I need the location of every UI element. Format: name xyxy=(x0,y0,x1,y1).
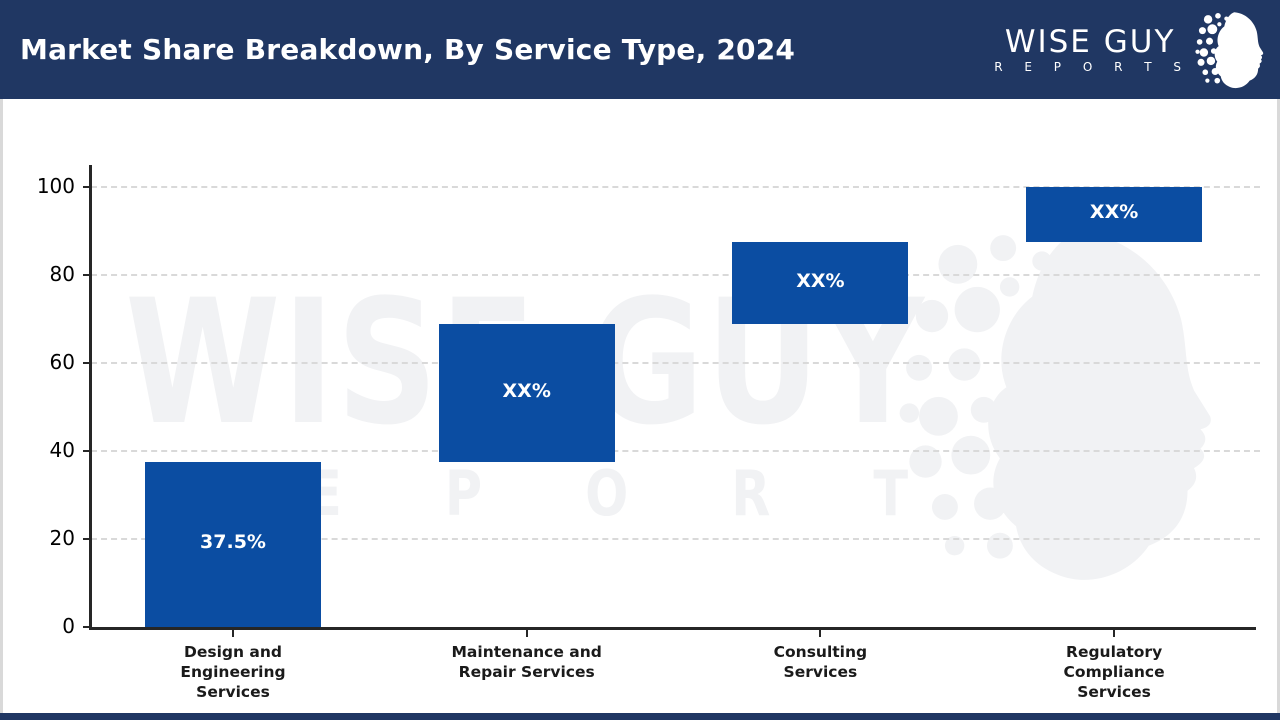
y-tick-label: 60 xyxy=(49,349,75,374)
x-tick-mark xyxy=(525,629,528,637)
y-tick-mark xyxy=(83,361,91,364)
bar-value-label: XX% xyxy=(1089,201,1139,224)
gridline xyxy=(91,361,1260,364)
bar-value-label: XX% xyxy=(502,379,551,402)
y-tick-mark xyxy=(83,626,91,628)
y-tick-label: 0 xyxy=(62,614,75,638)
header: Market Share Breakdown, By Service Type,… xyxy=(0,0,1280,99)
chart-area: WISE GUY R E P O R T S 0 20 40 60 80 100 37.5%… xyxy=(0,99,1280,713)
brand-head-icon xyxy=(1195,12,1264,89)
category-label-design-and-engineering-services: Design and Engineering Services xyxy=(180,643,286,701)
y-tick-mark xyxy=(83,537,91,540)
bar-value-label: XX% xyxy=(796,269,845,292)
y-tick-label: 100 xyxy=(36,173,75,198)
x-axis-line xyxy=(89,627,1256,630)
bar-maintenance-and-repair-services: XX% xyxy=(438,324,615,462)
y-axis-line xyxy=(89,165,92,629)
category-label-consulting-services: Consulting Services xyxy=(773,643,868,681)
y-tick-label: 80 xyxy=(49,261,75,286)
page-title: Market Share Breakdown, By Service Type,… xyxy=(20,33,796,66)
gridline xyxy=(91,449,1260,452)
logo-wordmark: WISE GUY xyxy=(1004,23,1176,60)
bar-design-and-engineering-services: 37.5% xyxy=(145,461,321,627)
y-tick-label: 40 xyxy=(49,437,75,462)
x-tick-mark xyxy=(232,629,234,637)
bar-value-label: 37.5% xyxy=(200,531,266,554)
logo-subtitle: R E P O R T S xyxy=(994,60,1190,75)
footer-bar xyxy=(0,713,1280,720)
gridline xyxy=(91,537,1260,540)
gridline xyxy=(91,273,1260,276)
brand-logo-text: WISE GUY R E P O R T S xyxy=(990,26,1190,75)
brand-logo: WISE GUY R E P O R T S xyxy=(990,6,1268,94)
y-tick-label: 20 xyxy=(49,525,75,550)
y-tick-mark xyxy=(83,273,91,276)
x-tick-mark xyxy=(819,629,822,637)
bar-consulting-services: XX% xyxy=(732,241,909,325)
category-label-regulatory-compliance-services: Regulatory Compliance Services xyxy=(1063,643,1165,701)
x-tick-mark xyxy=(1113,629,1116,637)
category-label-maintenance-and-repair-services: Maintenance and Repair Services xyxy=(451,643,602,681)
y-tick-mark xyxy=(83,449,91,452)
bar-regulatory-compliance-services: XX% xyxy=(1026,186,1203,242)
gridline xyxy=(91,185,1260,188)
y-tick-mark xyxy=(83,185,91,188)
